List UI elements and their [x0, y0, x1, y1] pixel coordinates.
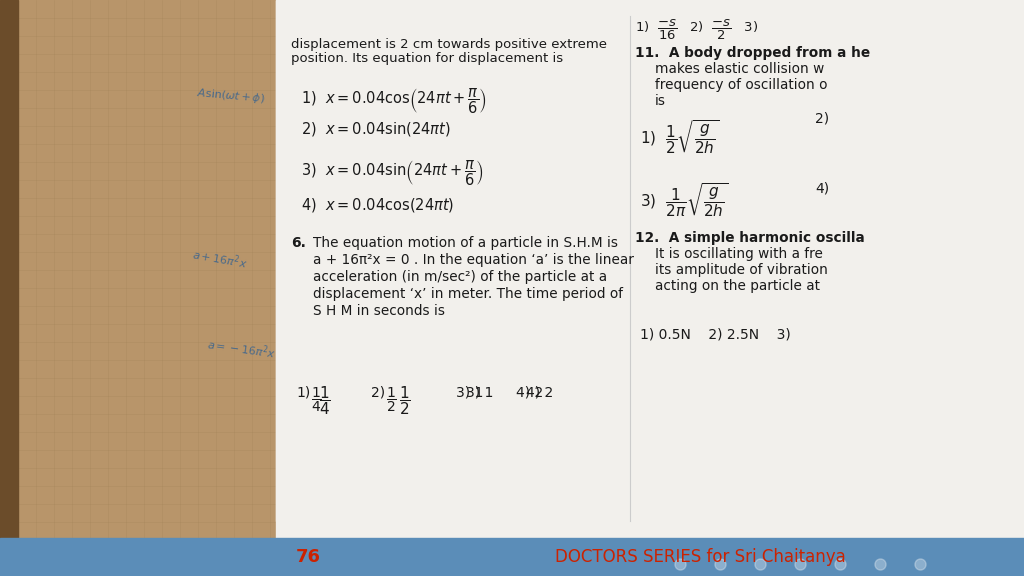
Bar [276, 0, 1024, 576]
Text: The equation motion of a particle in S.H.M is: The equation motion of a particle in S.H… [313, 236, 618, 250]
Text: acceleration (in m/sec²) of the particle at a: acceleration (in m/sec²) of the particle… [313, 270, 607, 284]
Text: 2)  $x = 0.04\sin(24\pi t)$: 2) $x = 0.04\sin(24\pi t)$ [301, 120, 451, 138]
Bar [0, 0, 18, 576]
Text: 3) 1: 3) 1 [466, 386, 494, 400]
Text: 4): 4) [815, 181, 829, 195]
Text: displacement ‘x’ in meter. The time period of: displacement ‘x’ in meter. The time peri… [313, 287, 623, 301]
Text: DOCTORS SERIES for Sri Chaitanya: DOCTORS SERIES for Sri Chaitanya [555, 548, 846, 566]
Text: 1): 1) [296, 386, 310, 400]
Text: 2): 2) [815, 111, 829, 125]
Text: acting on the particle at: acting on the particle at [655, 279, 820, 293]
Text: its amplitude of vibration: its amplitude of vibration [655, 263, 827, 277]
Text: 3)  $x = 0.04\sin\!\left(24\pi t+\dfrac{\pi}{6}\right)$: 3) $x = 0.04\sin\!\left(24\pi t+\dfrac{\… [301, 158, 483, 188]
Text: $\dfrac{1}{4}$: $\dfrac{1}{4}$ [311, 386, 322, 414]
Bar [0, 0, 276, 576]
Text: a + 16π²x = 0 . In the equation ‘a’ is the linear: a + 16π²x = 0 . In the equation ‘a’ is t… [313, 253, 634, 267]
Text: 1) 0.5N    2) 2.5N    3): 1) 0.5N 2) 2.5N 3) [640, 328, 791, 342]
Bar [276, 0, 1024, 521]
Text: $a + 16\pi^2 x$: $a + 16\pi^2 x$ [191, 246, 249, 272]
Text: $A\sin(\omega t + \phi)$: $A\sin(\omega t + \phi)$ [196, 86, 265, 106]
Text: 4) 2: 4) 2 [516, 386, 544, 400]
Text: 3) 1: 3) 1 [456, 386, 483, 400]
Text: 2): 2) [371, 386, 385, 400]
Text: displacement is 2 cm towards positive extreme: displacement is 2 cm towards positive ex… [291, 38, 607, 51]
Text: 1)  $\dfrac{-s}{16}$   2)  $\dfrac{-s}{2}$   3): 1) $\dfrac{-s}{16}$ 2) $\dfrac{-s}{2}$ 3… [635, 18, 758, 42]
Text: makes elastic collision w: makes elastic collision w [655, 62, 824, 76]
Text: $\dfrac{1}{2}$: $\dfrac{1}{2}$ [386, 386, 397, 414]
Text: $\dfrac{1}{2}$: $\dfrac{1}{2}$ [399, 384, 411, 417]
Text: 4)  $x = 0.04\cos(24\pi t)$: 4) $x = 0.04\cos(24\pi t)$ [301, 196, 455, 214]
Text: $a = -16\pi^2 x$: $a = -16\pi^2 x$ [206, 336, 278, 362]
Text: 76: 76 [296, 548, 321, 566]
Bar [0, 538, 1024, 576]
Text: 1)  $\dfrac{1}{2}\sqrt{\dfrac{g}{2h}}$: 1) $\dfrac{1}{2}\sqrt{\dfrac{g}{2h}}$ [640, 118, 719, 156]
Text: It is oscillating with a fre: It is oscillating with a fre [655, 247, 823, 261]
Text: is: is [655, 94, 666, 108]
Text: $\dfrac{1}{4}$: $\dfrac{1}{4}$ [319, 384, 331, 417]
Text: S H M in seconds is: S H M in seconds is [313, 304, 445, 318]
Text: 12.  A simple harmonic oscilla: 12. A simple harmonic oscilla [635, 231, 864, 245]
Text: 3)  $\dfrac{1}{2\pi}\sqrt{\dfrac{g}{2h}}$: 3) $\dfrac{1}{2\pi}\sqrt{\dfrac{g}{2h}}$ [640, 181, 728, 219]
Text: 11.  A body dropped from a he: 11. A body dropped from a he [635, 46, 870, 60]
Text: frequency of oscillation o: frequency of oscillation o [655, 78, 827, 92]
Text: 1)  $x = 0.04\cos\!\left(24\pi t+\dfrac{\pi}{6}\right)$: 1) $x = 0.04\cos\!\left(24\pi t+\dfrac{\… [301, 86, 487, 116]
Text: position. Its equation for displacement is: position. Its equation for displacement … [291, 52, 563, 65]
Text: 4) 2: 4) 2 [526, 386, 553, 400]
Text: 6.: 6. [291, 236, 306, 250]
